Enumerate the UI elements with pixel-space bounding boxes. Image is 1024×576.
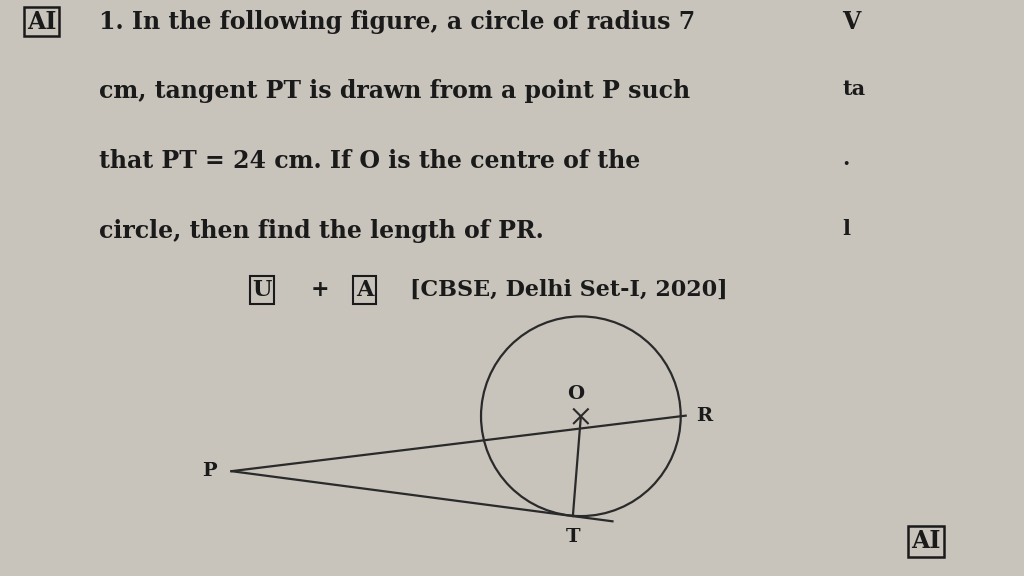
Text: R: R <box>695 407 712 425</box>
Text: circle, then find the length of PR.: circle, then find the length of PR. <box>99 219 544 242</box>
Text: AI: AI <box>27 10 56 33</box>
Text: O: O <box>567 385 585 403</box>
Text: ta: ta <box>843 79 865 99</box>
Text: A: A <box>356 279 374 301</box>
Text: +: + <box>311 279 330 301</box>
Text: T: T <box>565 528 581 546</box>
Text: AI: AI <box>911 529 941 554</box>
Text: 1. In the following figure, a circle of radius 7: 1. In the following figure, a circle of … <box>99 10 695 33</box>
Text: .: . <box>843 149 850 169</box>
Text: l: l <box>843 219 851 238</box>
Text: V: V <box>843 10 861 33</box>
Text: P: P <box>202 462 216 480</box>
Text: that PT = 24 cm. If O is the centre of the: that PT = 24 cm. If O is the centre of t… <box>99 149 640 173</box>
Text: [CBSE, Delhi Set-I, 2020]: [CBSE, Delhi Set-I, 2020] <box>410 279 728 301</box>
Text: cm, tangent PT is drawn from a point P such: cm, tangent PT is drawn from a point P s… <box>99 79 690 103</box>
Text: U: U <box>252 279 271 301</box>
